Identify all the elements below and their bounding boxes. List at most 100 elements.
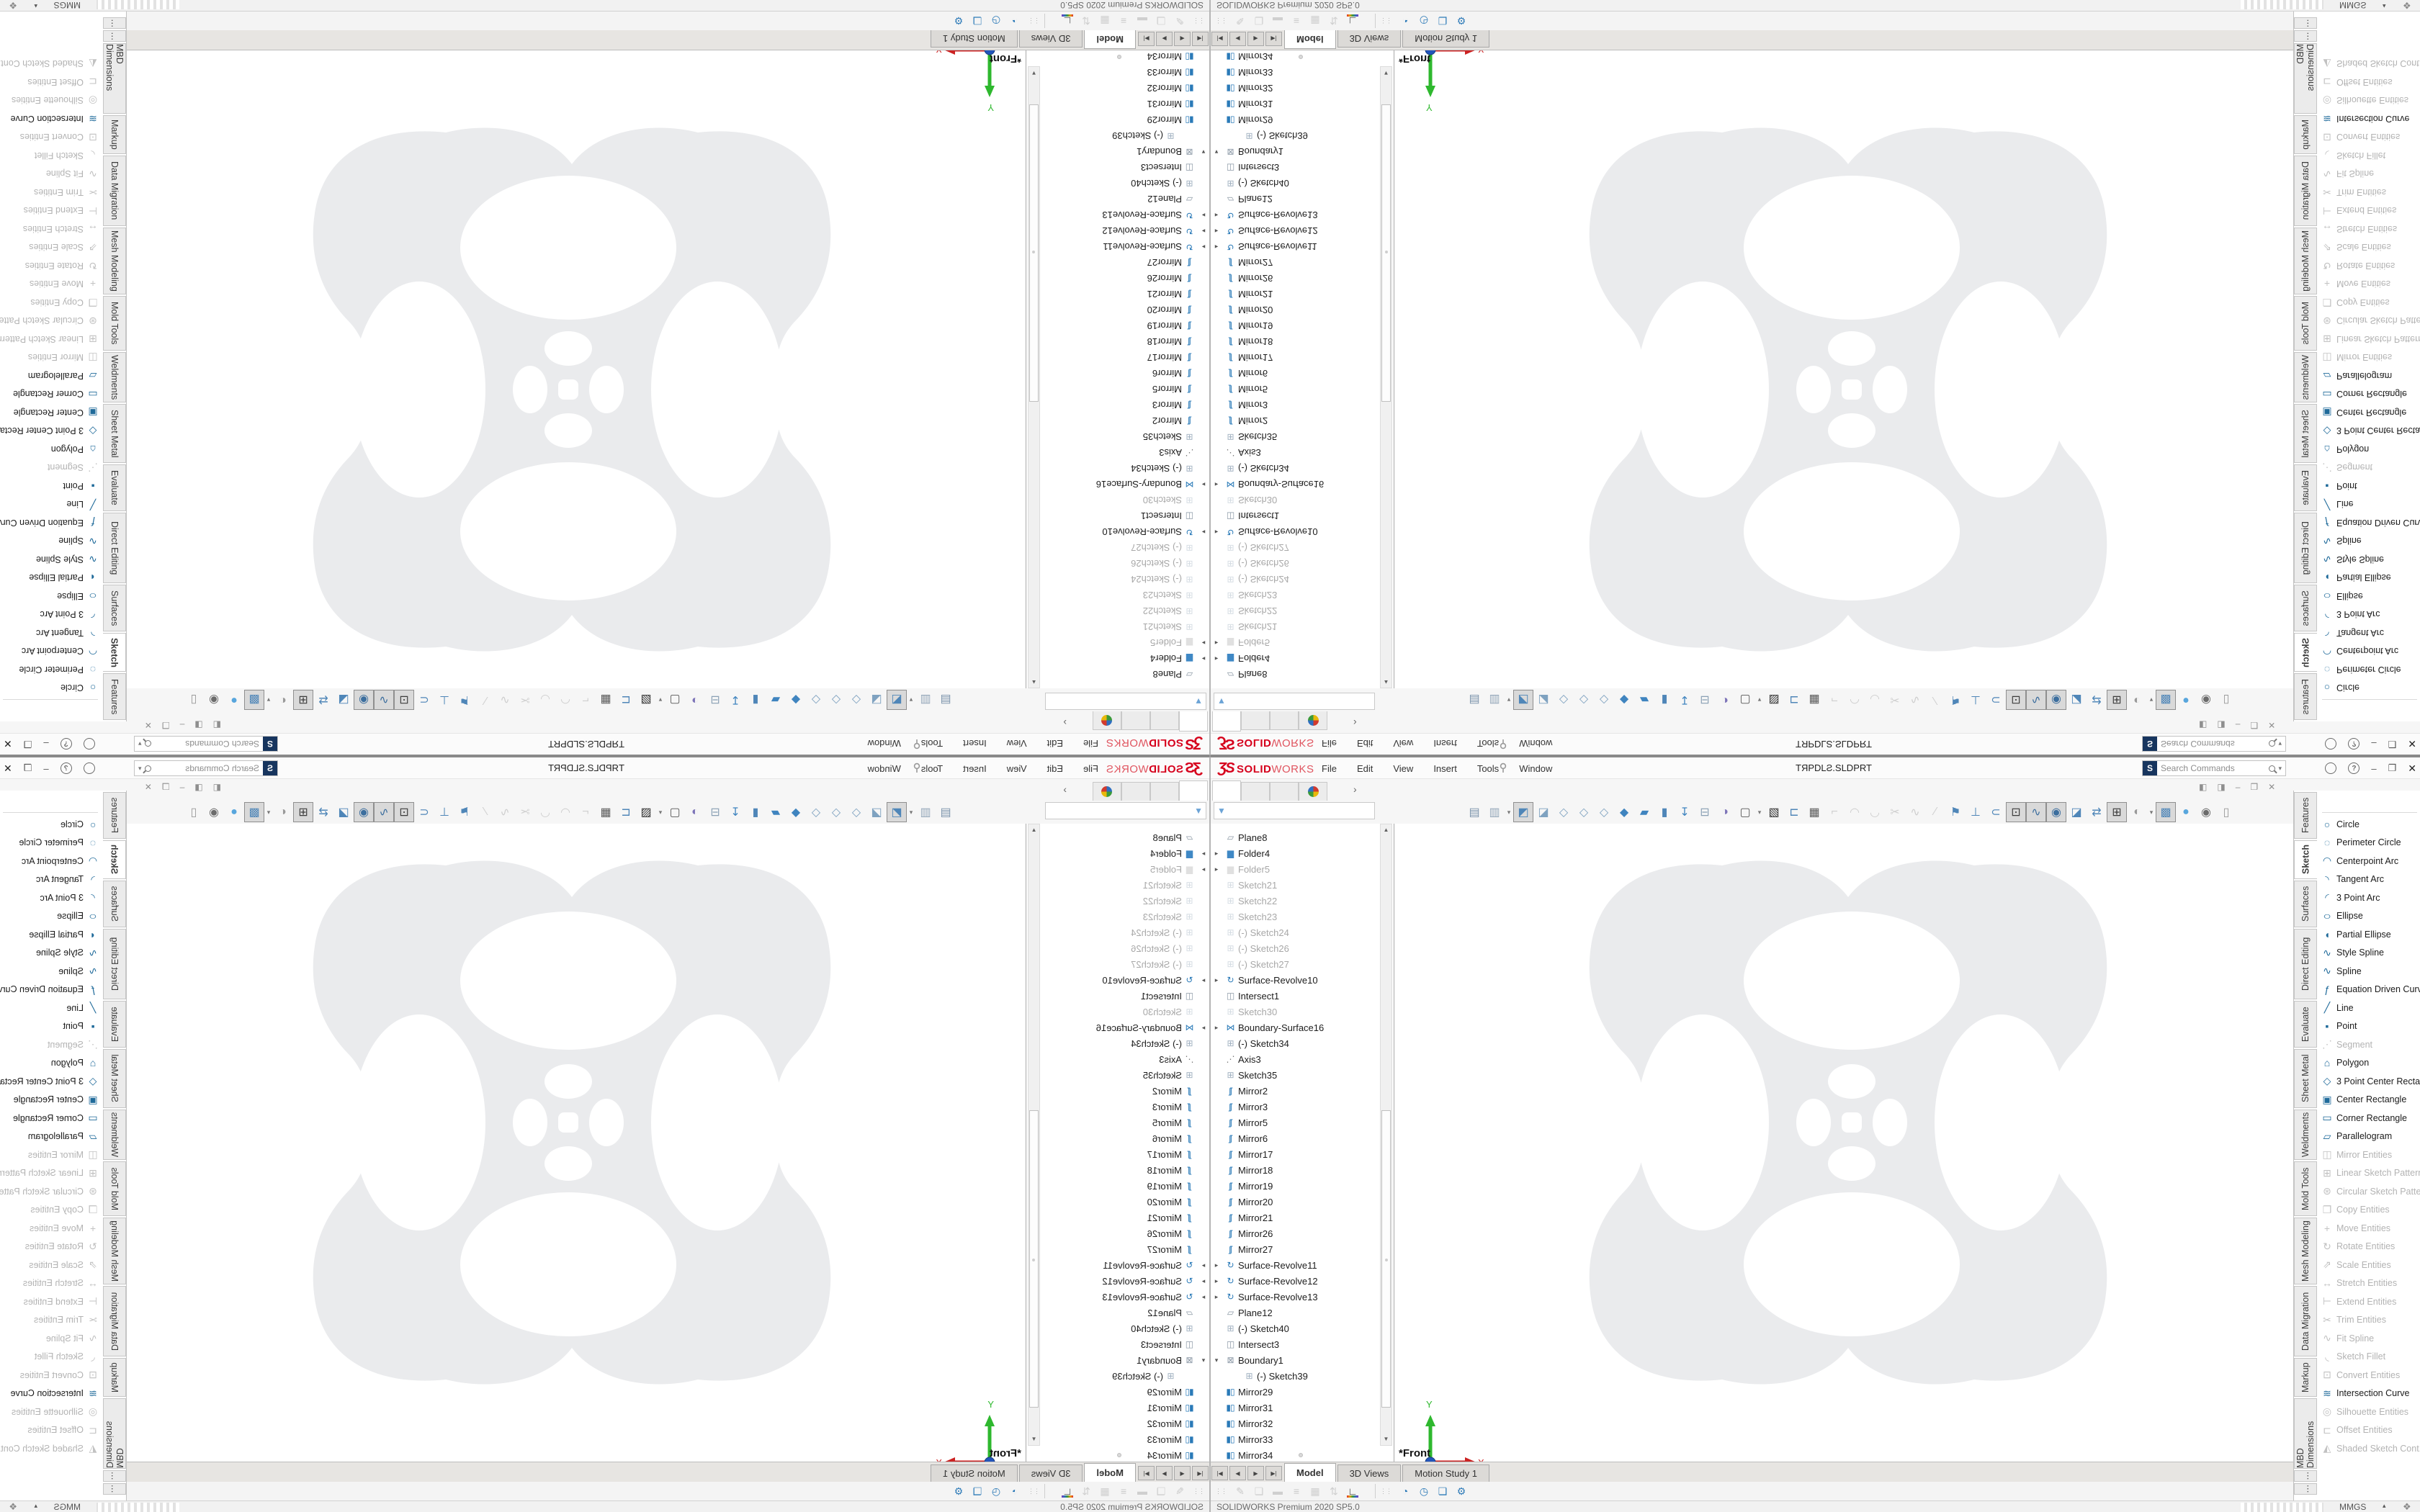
tag-icon[interactable]: ❖: [2403, 0, 2411, 11]
tab-features[interactable]: Features: [2294, 673, 2317, 720]
hide-show-arrows-icon[interactable]: ⇄: [318, 806, 328, 819]
tree-row[interactable]: ⊞ (-) Sketch24: [1211, 924, 1378, 940]
tree-row[interactable]: ⋰ Axis3: [1211, 445, 1378, 461]
tool-intersection-curve[interactable]: ≋ Intersection Curve: [2318, 1385, 2420, 1403]
tree-row[interactable]: ʃʃ Mirror20: [1211, 302, 1378, 318]
tab--[interactable]: …: [2294, 30, 2317, 42]
gem-view-icon[interactable]: ◆: [1619, 806, 1629, 819]
hide-show-planes-icon[interactable]: ⊥: [439, 806, 449, 819]
tab--[interactable]: …: [103, 1470, 126, 1482]
hide-show-axes-icon[interactable]: ⊂: [419, 806, 429, 819]
tree-expander-icon[interactable]: ▸: [1214, 1277, 1219, 1284]
configurationmanager-tab[interactable]: [1270, 711, 1299, 730]
tool-offset-entities[interactable]: ⊏ Offset Entities: [2318, 73, 2420, 91]
tool-polygon[interactable]: ⌂ Polygon: [0, 440, 102, 459]
tool-offset-entities[interactable]: ⊏ Offset Entities: [2318, 1421, 2420, 1440]
tree-row[interactable]: ▮▯ Mirror34: [1042, 1447, 1209, 1462]
tool-extend-entities[interactable]: ⊢ Extend Entities: [2318, 1292, 2420, 1311]
cube-outline-icon[interactable]: ▢: [1739, 806, 1751, 819]
tree-row[interactable]: ⊞ (-) Sketch34: [1042, 1035, 1209, 1051]
tool-style-spline[interactable]: ∿ Style Spline: [2318, 550, 2420, 569]
ink-lines-icon[interactable]: ≡: [1120, 15, 1127, 27]
tool-shaded-sketch-cont-[interactable]: ◭ Shaded Sketch Cont...: [0, 55, 102, 73]
tool-circle[interactable]: ○ Circle: [0, 815, 102, 834]
tree-row[interactable]: ▮▯ Mirror31: [1211, 1400, 1378, 1416]
tab-markup[interactable]: Markup: [2294, 115, 2317, 154]
tree-row[interactable]: ʃʃ Mirror18: [1042, 1162, 1209, 1178]
grid-toggle-icon[interactable]: ⊞: [293, 690, 313, 710]
tree-row[interactable]: ◫ Intersect1: [1042, 988, 1209, 1004]
save-caret-icon[interactable]: ▾: [1507, 696, 1511, 704]
hide-show-planes-icon[interactable]: ⊥: [1971, 693, 1981, 706]
tag-icon[interactable]: ❖: [9, 0, 17, 11]
tree-scrollbar[interactable]: ▲ ▼: [1380, 824, 1392, 1446]
tool-fit-spline[interactable]: ∿ Fit Spline: [0, 165, 102, 184]
grid-toggle-icon[interactable]: ⊞: [2107, 802, 2127, 822]
menu-view[interactable]: View: [1393, 762, 1414, 774]
propertymanager-tab[interactable]: [1241, 711, 1270, 730]
tree-row[interactable]: ʃʃ Mirror2: [1211, 413, 1378, 429]
tab-mold-tools[interactable]: Mold Tools: [103, 296, 126, 351]
tree-row[interactable]: ⊞ (-) Sketch27: [1211, 956, 1378, 972]
tool-spline[interactable]: ∿ Spline: [2318, 962, 2420, 981]
tree-row[interactable]: ⊞ (-) Sketch24: [1042, 924, 1209, 940]
tab-surfaces[interactable]: Surfaces: [103, 881, 126, 927]
tool-convert-entities[interactable]: ⊡ Convert Entities: [2318, 128, 2420, 147]
tool-copy-entities[interactable]: ❐ Copy Entities: [2318, 1201, 2420, 1220]
tab-direct-editing[interactable]: Direct Editing: [2294, 929, 2317, 999]
tool-perimeter-circle[interactable]: ◌ Perimeter Circle: [0, 834, 102, 852]
tool-point[interactable]: ▪ Point: [0, 1017, 102, 1036]
tree-row[interactable]: ▮▯ Mirror32: [1042, 81, 1209, 96]
menu-view[interactable]: View: [1006, 738, 1027, 750]
pin-menu-icon[interactable]: [911, 762, 923, 774]
tree-row[interactable]: ʃʃ Mirror26: [1211, 1225, 1378, 1241]
tool-extend-entities[interactable]: ⊢ Extend Entities: [2318, 202, 2420, 220]
tree-row[interactable]: ▱ Plane12: [1211, 192, 1378, 207]
grid-3d-icon[interactable]: ▦: [600, 693, 611, 706]
tree-row[interactable]: ⊞ Sketch22: [1211, 603, 1378, 619]
ink-sheets-icon[interactable]: ❏: [1156, 15, 1166, 27]
tool-3-point-center-recta-[interactable]: ◇ 3 Point Center Recta...: [0, 1072, 102, 1091]
tree-row[interactable]: ⊞ (-) Sketch27: [1042, 540, 1209, 556]
tool-3-point-arc[interactable]: ◜ 3 Point Arc: [0, 606, 102, 624]
folder-check-icon[interactable]: ❏: [972, 15, 982, 27]
tool-line[interactable]: ╱ Line: [0, 495, 102, 514]
tree-row[interactable]: ⊞ (-) Sketch40: [1042, 176, 1209, 192]
tree-row[interactable]: ▸ ▆ Folder4: [1211, 845, 1378, 861]
tree-row[interactable]: ⋰ Axis3: [1042, 1051, 1209, 1067]
appearance-caret-icon[interactable]: ▾: [266, 808, 271, 816]
cube-solid-icon[interactable]: ▰: [771, 806, 781, 819]
close-document-icon[interactable]: ✕: [144, 720, 152, 730]
tool-equation-driven-curve[interactable]: ƒ Equation Driven Curve: [2318, 513, 2420, 532]
tree-row[interactable]: ʃʃ Mirror17: [1211, 350, 1378, 366]
tab-mesh-modeling[interactable]: Mesh Modeling: [103, 228, 126, 294]
tree-row[interactable]: ▮▯ Mirror29: [1211, 112, 1378, 128]
tree-row[interactable]: ⋰ Axis3: [1042, 445, 1209, 461]
tab-mbd-dimensions[interactable]: MBD Dimensions: [2294, 43, 2317, 114]
tool-segment[interactable]: ⋰ Segment: [2318, 459, 2420, 477]
tree-row[interactable]: ▸ ⋈ Boundary-Surface16: [1211, 1020, 1378, 1035]
tree-row[interactable]: ⊞ Sketch30: [1211, 492, 1378, 508]
tree-row[interactable]: ▱ Plane8: [1042, 667, 1209, 683]
tab-weldments[interactable]: Weldments: [2294, 352, 2317, 402]
tab--[interactable]: …: [103, 30, 126, 42]
tree-row[interactable]: ʃʃ Mirror2: [1042, 1083, 1209, 1099]
close-document-icon[interactable]: ✕: [2268, 782, 2276, 792]
tree-filter-input[interactable]: ▼: [1045, 693, 1206, 710]
ink-lines-icon[interactable]: ≡: [1293, 15, 1300, 27]
instant2d-ruler-icon[interactable]: ∟: [1058, 1483, 1077, 1499]
restore-button[interactable]: ❐: [23, 739, 32, 750]
tree-row[interactable]: ⊞ (-) Sketch40: [1042, 1320, 1209, 1336]
tool-mirror-entities[interactable]: ◫ Mirror Entities: [2318, 348, 2420, 367]
tree-row[interactable]: ʃʃ Mirror19: [1042, 318, 1209, 334]
tree-scrollbar[interactable]: ▲ ▼: [1028, 824, 1040, 1446]
menu-tools[interactable]: Tools: [1476, 762, 1500, 774]
tool-extend-entities[interactable]: ⊢ Extend Entities: [0, 1292, 102, 1311]
appearance-caret-icon[interactable]: ▾: [2149, 696, 2154, 704]
display-hidden-lines-visible-icon[interactable]: ◇: [831, 693, 841, 706]
tool-style-spline[interactable]: ∿ Style Spline: [0, 944, 102, 963]
tool-partial-ellipse[interactable]: ◖ Partial Ellipse: [0, 925, 102, 944]
tab-sheet-metal[interactable]: Sheet Metal: [103, 404, 126, 463]
tree-row[interactable]: ◫ Intersect3: [1211, 1336, 1378, 1352]
minimize-document-icon[interactable]: –: [179, 782, 185, 792]
